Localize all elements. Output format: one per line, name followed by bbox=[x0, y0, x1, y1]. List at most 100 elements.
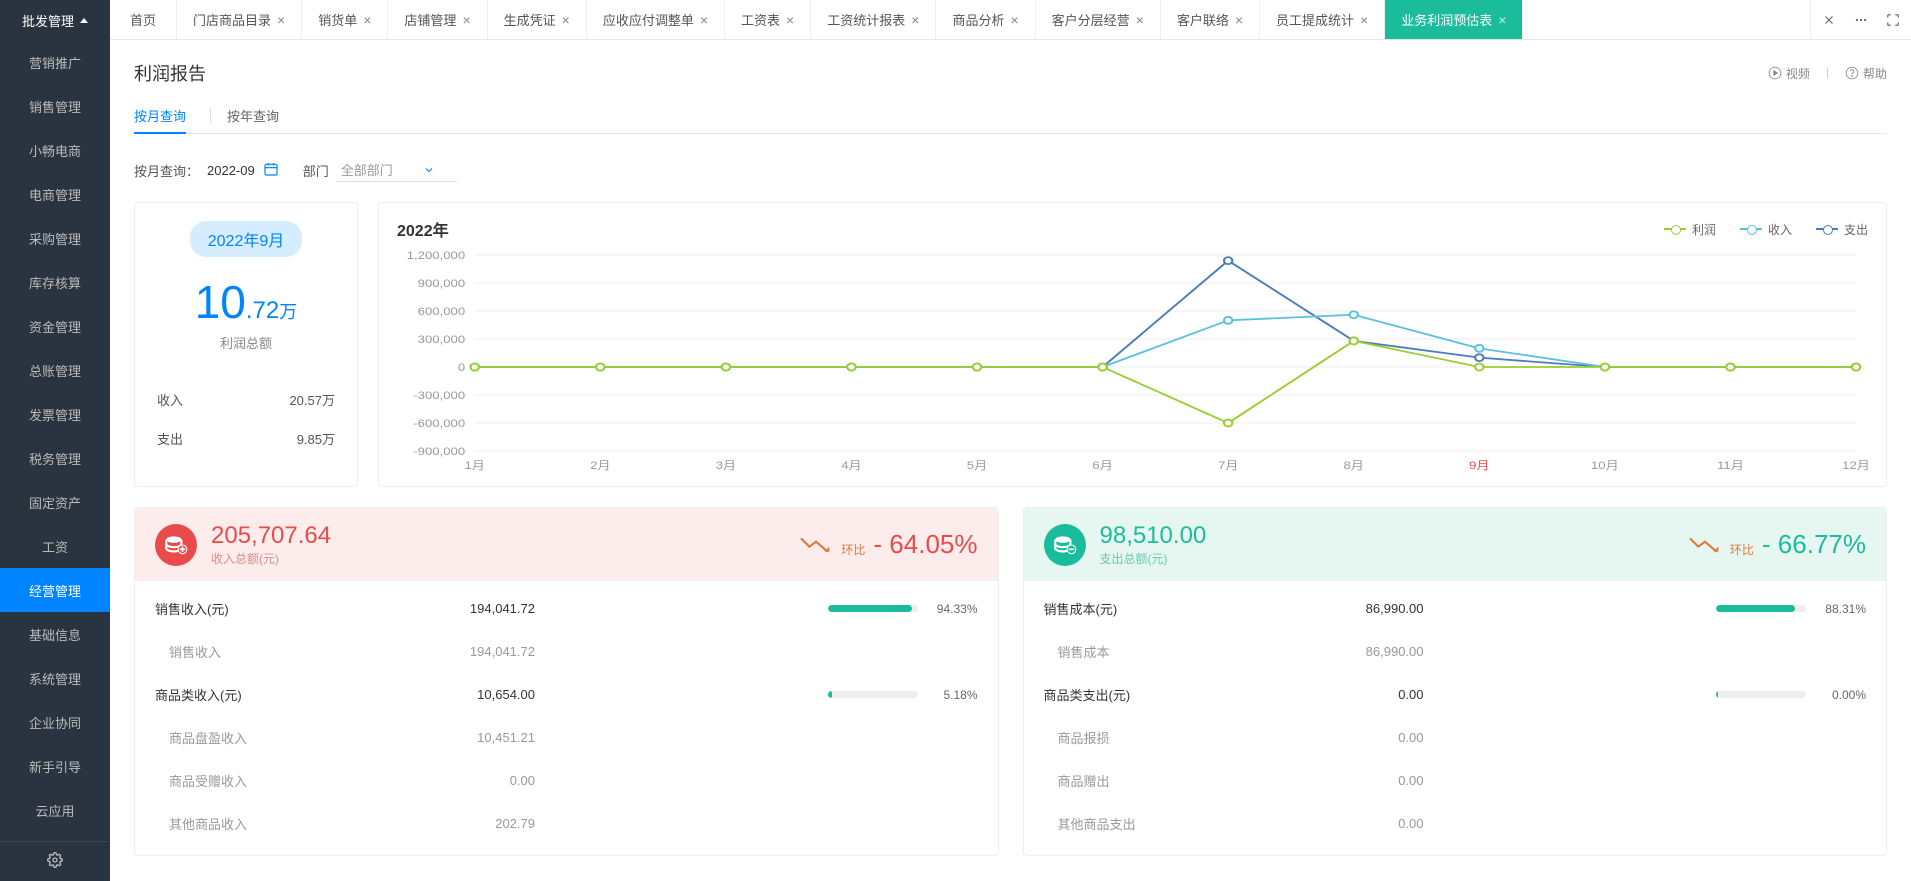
tab-label: 销货单 bbox=[318, 10, 357, 29]
tab-close-icon[interactable]: × bbox=[562, 12, 570, 28]
tab[interactable]: 销货单 × bbox=[302, 0, 388, 39]
sidebar: 批发管理 营销推广销售管理小畅电商电商管理采购管理库存核算资金管理总账管理发票管… bbox=[0, 0, 110, 881]
stat-row-name: 商品类收入(元) bbox=[155, 685, 355, 704]
tab[interactable]: 店铺管理× bbox=[388, 0, 487, 39]
tab-close-icon[interactable]: × bbox=[1360, 12, 1368, 28]
sidebar-item[interactable]: 资金管理 bbox=[0, 304, 110, 348]
svg-text:3月: 3月 bbox=[716, 459, 736, 472]
tab-close-icon[interactable]: × bbox=[462, 12, 470, 28]
tab-close-icon[interactable]: × bbox=[1010, 12, 1018, 28]
dept-select[interactable]: 全部部门 bbox=[337, 158, 457, 182]
tab[interactable]: 工资统计报表 × bbox=[811, 0, 936, 39]
sidebar-item[interactable]: 系统管理 bbox=[0, 656, 110, 700]
sidebar-item[interactable]: 经营管理 bbox=[0, 568, 110, 612]
sidebar-item[interactable]: 电商管理 bbox=[0, 172, 110, 216]
sidebar-item[interactable]: 小畅电商 bbox=[0, 128, 110, 172]
expense-icon bbox=[1044, 524, 1086, 566]
income-header-right: 环比 - 64.05% bbox=[799, 529, 977, 560]
stat-row-value: 0.00 bbox=[1244, 773, 1424, 788]
legend-income[interactable]: 收入 bbox=[1740, 221, 1792, 238]
tab[interactable]: 商品分析× bbox=[936, 0, 1035, 39]
tab[interactable]: 客户分层经营× bbox=[1036, 0, 1161, 39]
tab-close-icon[interactable]: × bbox=[1235, 12, 1243, 28]
expense-header: 98,510.00 支出总额(元) 环比 - 66.77% bbox=[1024, 508, 1887, 581]
fullscreen-button[interactable] bbox=[1883, 10, 1903, 30]
dept-select-value: 全部部门 bbox=[341, 160, 393, 179]
expense-header-left: 98,510.00 支出总额(元) bbox=[1044, 522, 1207, 567]
legend-expense[interactable]: 支出 bbox=[1816, 221, 1868, 238]
stat-row-name: 销售成本(元) bbox=[1044, 599, 1244, 618]
summary-expense-row: 支出 9.85万 bbox=[153, 419, 339, 458]
stat-row-name: 其他商品收入 bbox=[155, 814, 355, 833]
tab-close-icon[interactable]: × bbox=[1136, 12, 1144, 28]
query-tabs: 按月查询 按年查询 bbox=[134, 98, 1887, 134]
expense-ratio-label: 环比 bbox=[1730, 541, 1754, 558]
tab[interactable]: 客户联络× bbox=[1161, 0, 1260, 39]
sidebar-item[interactable]: 新手引导 bbox=[0, 744, 110, 788]
sidebar-settings[interactable] bbox=[0, 841, 110, 881]
tab-close-icon[interactable]: × bbox=[911, 12, 919, 28]
help-action[interactable]: 帮助 bbox=[1845, 65, 1887, 82]
tab-label: 员工提成统计 bbox=[1276, 10, 1354, 29]
sidebar-item[interactable]: 工资 bbox=[0, 524, 110, 568]
tabs: 首页门店商品目录×销货单×店铺管理×生成凭证×应收应付调整单×工资表×工资统计报… bbox=[110, 0, 1810, 39]
sidebar-items: 营销推广销售管理小畅电商电商管理采购管理库存核算资金管理总账管理发票管理税务管理… bbox=[0, 40, 110, 841]
tab[interactable]: 员工提成统计 × bbox=[1260, 0, 1385, 39]
tab[interactable]: 首页 bbox=[110, 0, 177, 39]
tab[interactable]: 业务利润预估表× bbox=[1385, 0, 1523, 39]
profit-total-value: 10.72万 bbox=[153, 275, 339, 329]
sidebar-item[interactable]: 云应用 bbox=[0, 788, 110, 832]
close-all-tabs-button[interactable] bbox=[1819, 10, 1839, 30]
sidebar-header[interactable]: 批发管理 bbox=[0, 0, 110, 40]
sidebar-item[interactable]: 销售管理 bbox=[0, 84, 110, 128]
more-tabs-button[interactable] bbox=[1851, 10, 1871, 30]
summary-expense-label: 支出 bbox=[157, 429, 183, 448]
svg-text:4月: 4月 bbox=[841, 459, 861, 472]
tab[interactable]: 门店商品目录× bbox=[177, 0, 302, 39]
legend-profit[interactable]: 利润 bbox=[1664, 221, 1716, 238]
stat-row-name: 商品类支出(元) bbox=[1044, 685, 1244, 704]
sidebar-item[interactable]: 采购管理 bbox=[0, 216, 110, 260]
stat-row: 商品类支出(元)0.000.00% bbox=[1044, 673, 1867, 716]
query-tab-year[interactable]: 按年查询 bbox=[227, 98, 279, 133]
stat-row-name: 商品报损 bbox=[1044, 728, 1244, 747]
tab[interactable]: 工资表× bbox=[725, 0, 811, 39]
sidebar-item[interactable]: 企业协同 bbox=[0, 700, 110, 744]
stat-row-name: 商品受赠收入 bbox=[155, 771, 355, 790]
video-action[interactable]: 视频 bbox=[1768, 65, 1810, 82]
expense-sublabel: 支出总额(元) bbox=[1100, 550, 1207, 567]
help-icon bbox=[1845, 66, 1859, 80]
sidebar-item[interactable]: 库存核算 bbox=[0, 260, 110, 304]
tab[interactable]: 生成凭证× bbox=[488, 0, 587, 39]
svg-text:12月: 12月 bbox=[1842, 459, 1868, 472]
query-tab-month[interactable]: 按月查询 bbox=[134, 98, 186, 133]
filter-dept-label: 部门 bbox=[303, 161, 329, 180]
tab-close-icon[interactable]: × bbox=[786, 12, 794, 28]
summary-income-label: 收入 bbox=[157, 390, 183, 409]
filter-month: 按月查询： 2022-09 bbox=[134, 161, 279, 180]
svg-text:1月: 1月 bbox=[465, 459, 485, 472]
stat-row: 其他商品收入202.79 bbox=[155, 802, 978, 845]
chevron-up-icon bbox=[80, 18, 88, 23]
calendar-icon[interactable] bbox=[263, 161, 279, 180]
stat-row: 商品类收入(元)10,654.005.18% bbox=[155, 673, 978, 716]
sidebar-item[interactable]: 税务管理 bbox=[0, 436, 110, 480]
tab-label: 工资统计报表 bbox=[827, 10, 905, 29]
sidebar-item[interactable]: 营销推广 bbox=[0, 40, 110, 84]
sidebar-item[interactable]: 总账管理 bbox=[0, 348, 110, 392]
sidebar-item[interactable]: 发票管理 bbox=[0, 392, 110, 436]
expense-card: 98,510.00 支出总额(元) 环比 - 66.77% 销售成本(元)86,… bbox=[1023, 507, 1888, 856]
tab[interactable]: 应收应付调整单× bbox=[587, 0, 725, 39]
summary-card: 2022年9月 10.72万 利润总额 收入 20.57万 支出 9.85万 bbox=[134, 202, 358, 487]
sidebar-item[interactable]: 固定资产 bbox=[0, 480, 110, 524]
tab-close-icon[interactable]: × bbox=[700, 12, 708, 28]
stat-row-name: 商品盘盈收入 bbox=[155, 728, 355, 747]
tab-close-icon[interactable]: × bbox=[277, 12, 285, 28]
tab-close-icon[interactable]: × bbox=[363, 12, 371, 28]
sidebar-item[interactable]: 基础信息 bbox=[0, 612, 110, 656]
expense-amount: 98,510.00 bbox=[1100, 522, 1207, 550]
page-actions: 视频 | 帮助 bbox=[1768, 65, 1887, 82]
chart-card: 2022年 利润 收入 支出 -900,000-600,000-300,0000… bbox=[378, 202, 1887, 487]
tab-close-icon[interactable]: × bbox=[1498, 12, 1506, 28]
chart-legend: 利润 收入 支出 bbox=[1664, 221, 1868, 238]
